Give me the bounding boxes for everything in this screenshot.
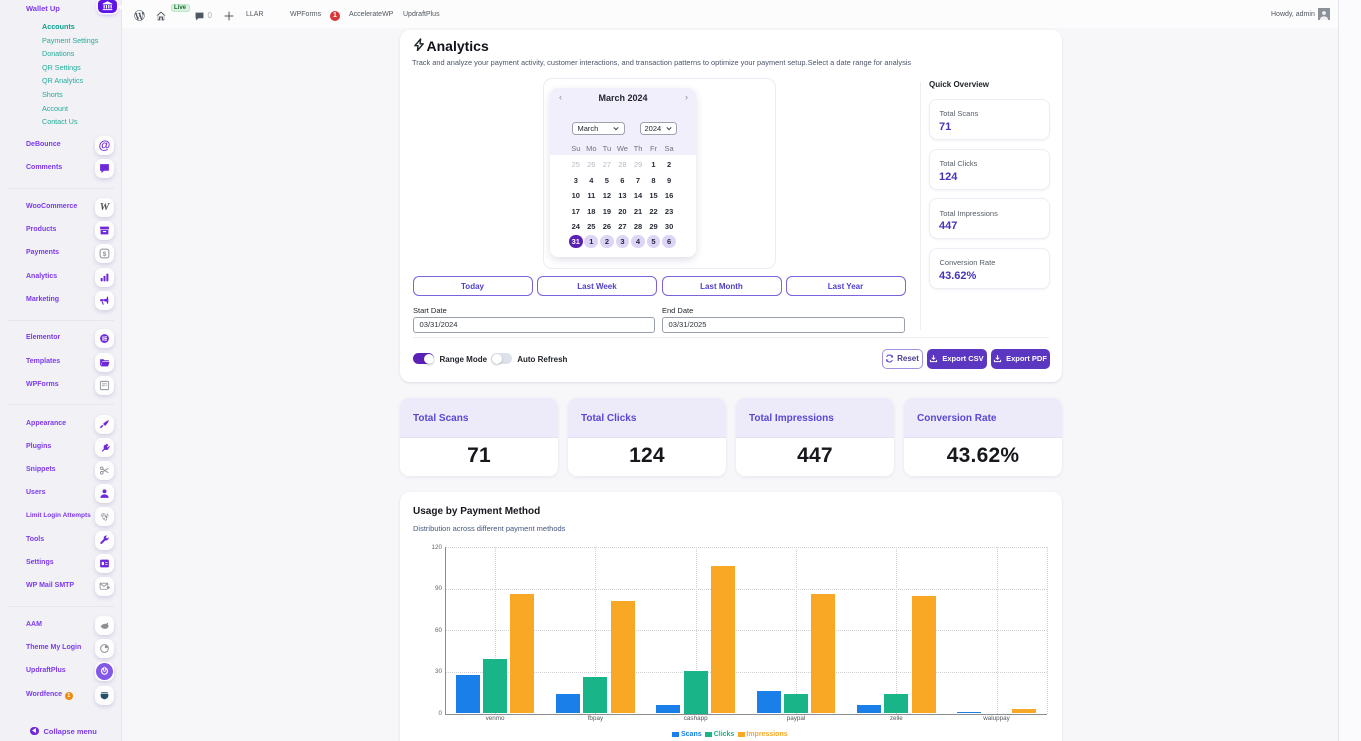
svg-text:$: $ xyxy=(103,252,107,258)
